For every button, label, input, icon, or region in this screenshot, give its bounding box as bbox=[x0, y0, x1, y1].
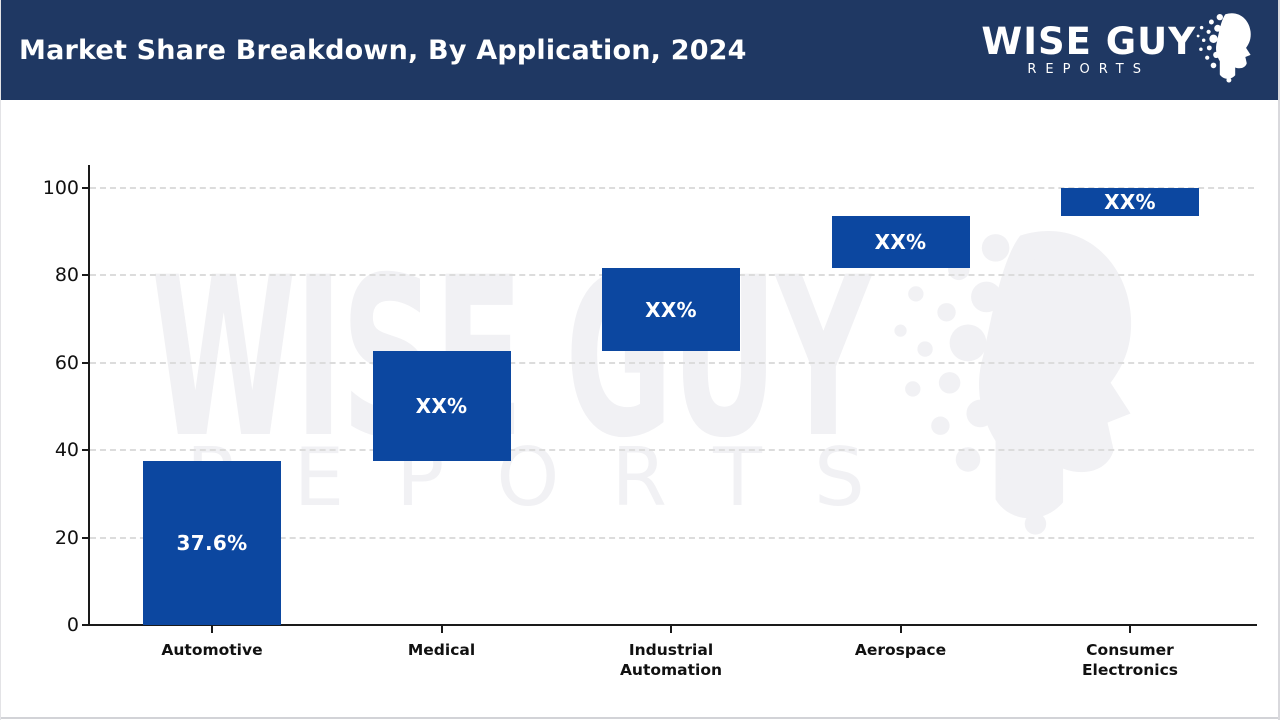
page-title: Market Share Breakdown, By Application, … bbox=[19, 34, 747, 66]
y-tick-100 bbox=[82, 186, 89, 189]
x-tick-label-medical: Medical bbox=[407, 641, 476, 659]
logo-brand-subtitle: REPORTS bbox=[1027, 62, 1150, 77]
bar-aerospace: XX% bbox=[831, 215, 970, 268]
gridline-20 bbox=[90, 536, 1254, 539]
y-tick-label-100: 100 bbox=[42, 176, 79, 199]
x-tick-industrial-automation bbox=[670, 626, 672, 633]
x-axis-line bbox=[88, 624, 1257, 626]
x-tick-consumer-electronics bbox=[1129, 626, 1131, 633]
gridline-60 bbox=[90, 361, 1254, 364]
y-tick-40 bbox=[82, 449, 89, 451]
bar-value-label-aerospace: XX% bbox=[874, 229, 927, 254]
wiseguy-logo: WISE GUY REPORTS bbox=[981, 8, 1266, 92]
x-tick-label-aerospace: Aerospace bbox=[854, 641, 947, 659]
watermark-brand-name: WISE GUY bbox=[151, 230, 871, 486]
x-tick-automotive bbox=[211, 626, 213, 633]
x-tick-label-automotive: Automotive bbox=[161, 641, 263, 659]
y-axis-line bbox=[88, 165, 90, 626]
x-tick-label-industrial-automation: Industrial Automation bbox=[619, 641, 723, 680]
x-tick-medical bbox=[440, 626, 443, 633]
x-tick-label-consumer-electronics: Consumer Electronics bbox=[1081, 641, 1179, 680]
y-tick-label-80: 80 bbox=[54, 264, 79, 286]
watermark-head-icon bbox=[894, 231, 1132, 535]
y-tick-60 bbox=[82, 361, 89, 364]
bar-industrial-automation: XX% bbox=[602, 268, 740, 352]
y-tick-label-40: 40 bbox=[54, 439, 79, 461]
bar-consumer-electronics: XX% bbox=[1061, 187, 1199, 216]
gridline-40 bbox=[90, 449, 1254, 451]
y-tick-20 bbox=[82, 536, 89, 539]
bar-value-label-industrial-automation: XX% bbox=[645, 297, 697, 322]
logo-text: WISE GUY REPORTS bbox=[981, 23, 1196, 77]
bar-value-label-medical: XX% bbox=[415, 393, 468, 418]
bar-value-label-consumer-electronics: XX% bbox=[1104, 189, 1156, 214]
y-tick-0 bbox=[82, 624, 89, 626]
bar-medical: XX% bbox=[372, 351, 511, 461]
y-tick-80 bbox=[82, 274, 89, 276]
bottom-border bbox=[1, 717, 1278, 719]
x-tick-aerospace bbox=[899, 626, 902, 633]
bar-automotive: 37.6% bbox=[143, 460, 281, 625]
logo-brand-name: WISE GUY bbox=[981, 20, 1196, 63]
bar-value-label-automotive: 37.6% bbox=[176, 530, 248, 555]
header: Market Share Breakdown, By Application, … bbox=[1, 0, 1278, 100]
y-tick-label-20: 20 bbox=[54, 526, 79, 549]
y-tick-label-0: 0 bbox=[66, 614, 79, 636]
gridline-100 bbox=[90, 186, 1254, 189]
y-tick-label-60: 60 bbox=[54, 351, 79, 374]
logo-head-icon bbox=[1196, 13, 1251, 83]
